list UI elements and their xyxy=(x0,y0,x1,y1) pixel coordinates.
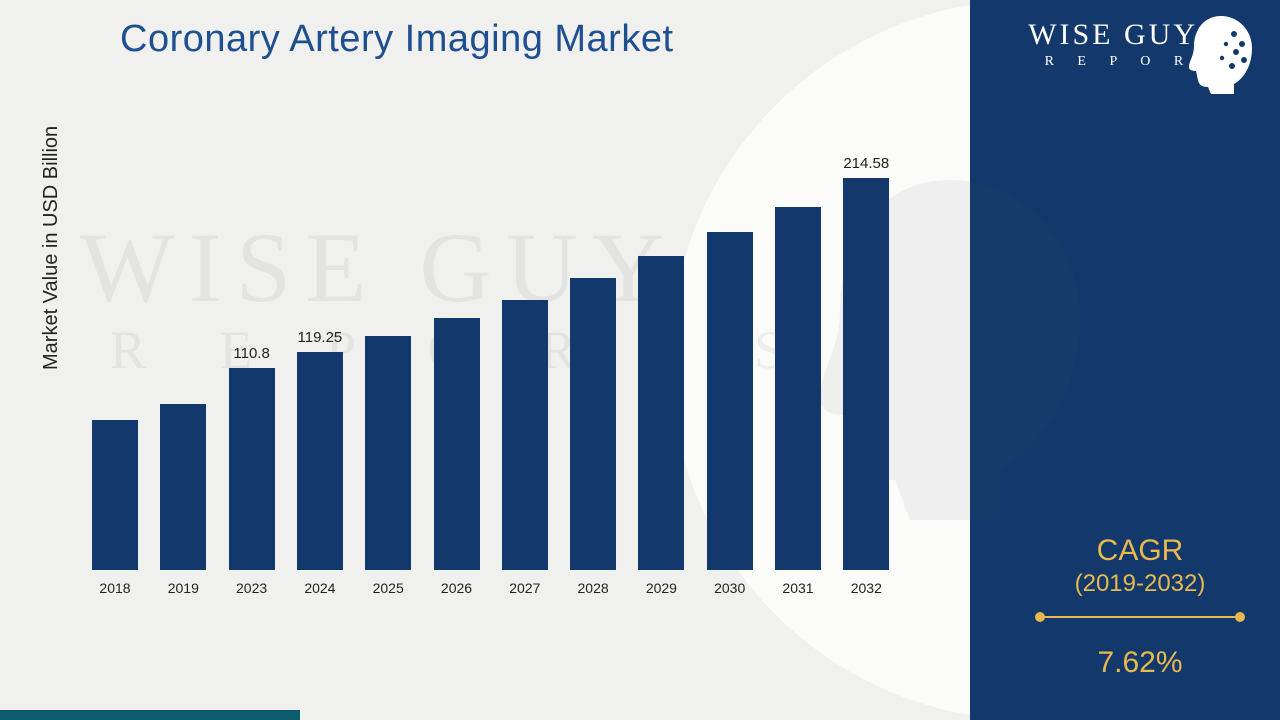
x-tick-label: 2024 xyxy=(304,580,335,596)
x-tick-label: 2032 xyxy=(851,580,882,596)
y-axis-label: Market Value in USD Billion xyxy=(40,126,63,370)
bottom-accent-bar xyxy=(0,710,300,720)
bar xyxy=(843,178,889,570)
x-axis: 2018 2019 2023 2024 2025 2026 2027 2028 2029 2030… xyxy=(86,570,906,600)
x-tick-label: 2019 xyxy=(168,580,199,596)
bar xyxy=(297,352,343,570)
bar xyxy=(502,300,548,570)
bar-chart: 110.8119.25214.58 2018201920232024202520… xyxy=(86,150,906,600)
bar xyxy=(707,232,753,570)
bar-value-label: 119.25 xyxy=(290,329,350,346)
bar-value-label: 214.58 xyxy=(836,155,896,172)
x-tick-label: 2028 xyxy=(578,580,609,596)
chart-plot-area: 110.8 119.25 214.58 xyxy=(86,150,906,570)
brand-logo: WISE GUY R E P O R T S xyxy=(1028,18,1256,70)
x-tick-label: 2027 xyxy=(509,580,540,596)
bar xyxy=(570,278,616,570)
cagr-period: (2019-2032) xyxy=(1000,570,1280,598)
bar xyxy=(434,318,480,570)
bar-value-label: 110.8 xyxy=(222,345,282,362)
x-tick-label: 2018 xyxy=(99,580,130,596)
bar xyxy=(229,368,275,570)
cagr-dot-right xyxy=(1235,612,1245,622)
bar xyxy=(365,336,411,570)
x-tick-label: 2030 xyxy=(714,580,745,596)
cagr-divider xyxy=(1040,616,1240,618)
bar xyxy=(775,207,821,570)
x-tick-label: 2031 xyxy=(782,580,813,596)
cagr-box: CAGR (2019-2032) 7.62% xyxy=(1000,534,1280,680)
brand-head-icon xyxy=(1186,14,1256,94)
x-tick-label: 2026 xyxy=(441,580,472,596)
cagr-label: CAGR xyxy=(1000,534,1280,568)
bar xyxy=(92,420,138,570)
cagr-dot-left xyxy=(1035,612,1045,622)
chart-title: Coronary Artery Imaging Market xyxy=(120,18,674,61)
bar xyxy=(638,256,684,570)
infographic-stage: WISE GUY R E P O R T S Coronary Artery I… xyxy=(0,0,1280,720)
bar xyxy=(160,404,206,570)
x-tick-label: 2023 xyxy=(236,580,267,596)
cagr-value: 7.62% xyxy=(1000,646,1280,680)
x-tick-label: 2029 xyxy=(646,580,677,596)
x-tick-label: 2025 xyxy=(373,580,404,596)
